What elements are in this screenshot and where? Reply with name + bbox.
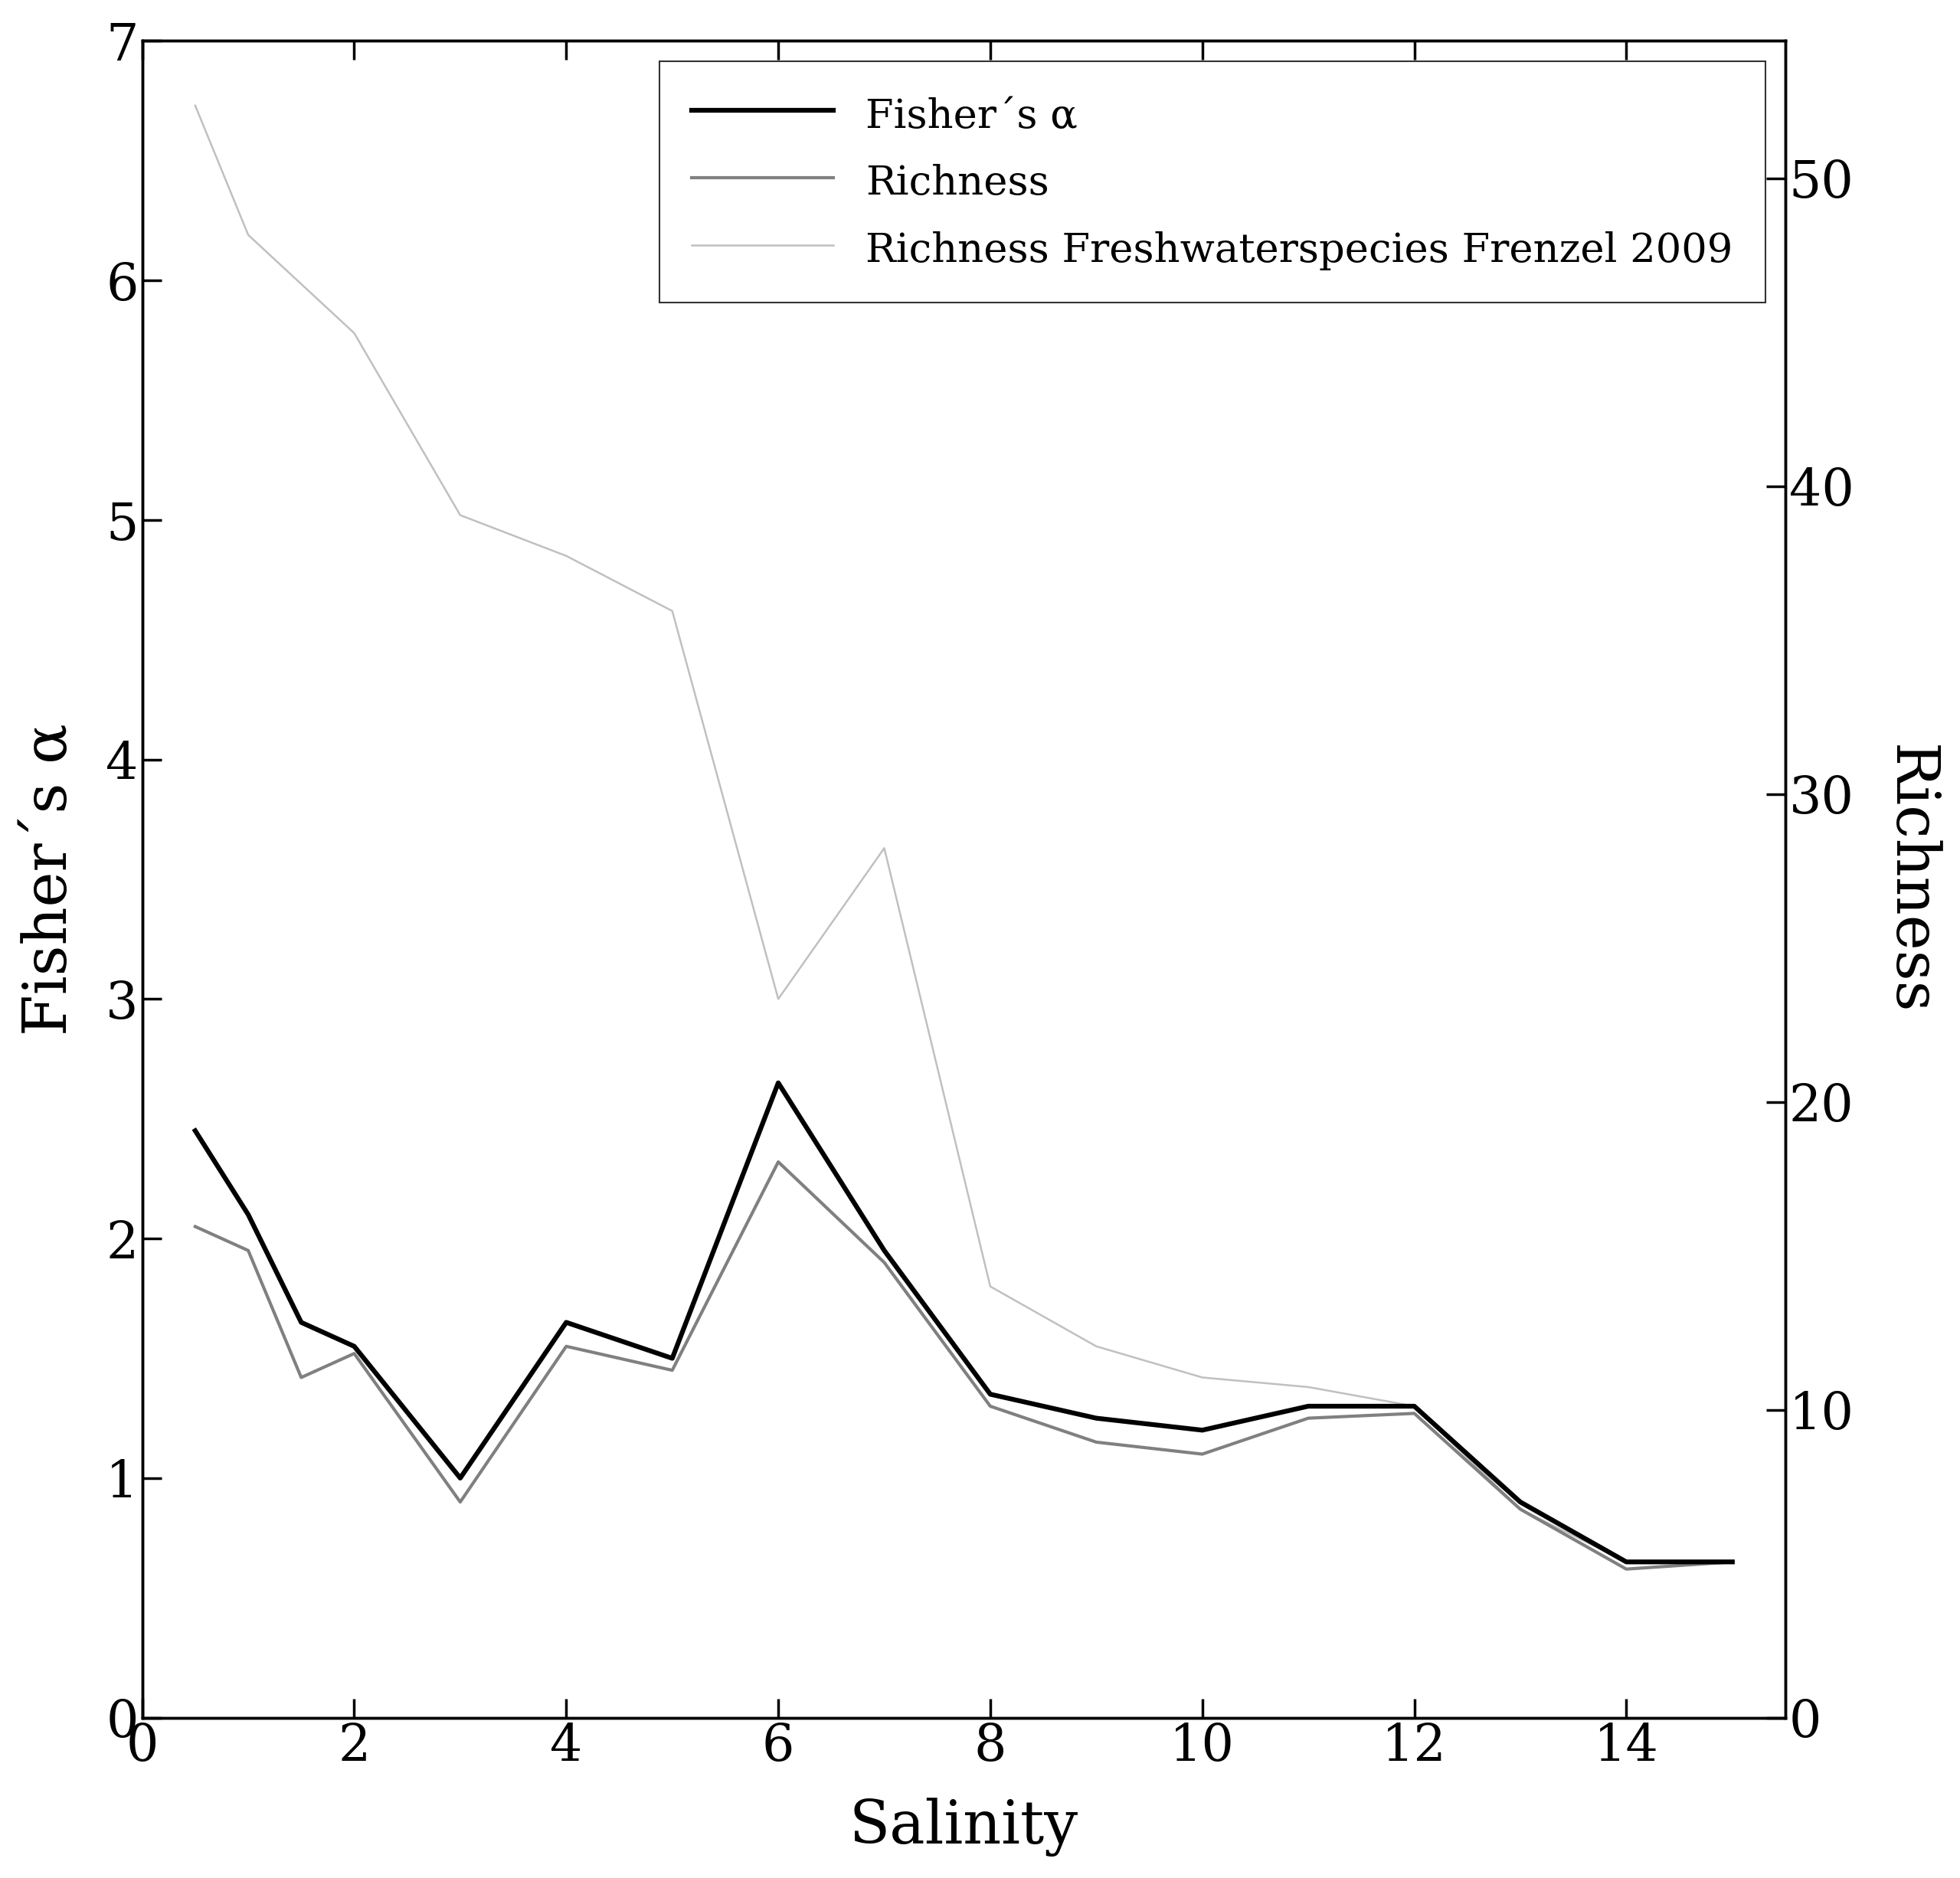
Richness Freshwaterspecies Frenzel 2009 xyxy=(1296,1377,1319,1399)
Richness Freshwaterspecies Frenzel 2009 xyxy=(555,545,578,567)
Line: Richness: Richness xyxy=(196,1162,1733,1570)
Richness Freshwaterspecies Frenzel 2009 xyxy=(449,503,472,526)
Richness Freshwaterspecies Frenzel 2009 xyxy=(766,988,790,1010)
Richness xyxy=(1084,1431,1107,1454)
Richness xyxy=(1721,1551,1744,1574)
Fisher´s α xyxy=(1615,1551,1639,1574)
Richness xyxy=(1190,1442,1213,1465)
Fisher´s α xyxy=(661,1347,684,1369)
Fisher´s α xyxy=(1084,1407,1107,1429)
Richness Freshwaterspecies Frenzel 2009 xyxy=(1190,1365,1213,1388)
Richness Freshwaterspecies Frenzel 2009 xyxy=(1403,1395,1427,1418)
Richness Freshwaterspecies Frenzel 2009 xyxy=(1084,1335,1107,1358)
Line: Fisher´s α: Fisher´s α xyxy=(196,1084,1733,1562)
Fisher´s α xyxy=(184,1119,208,1142)
Richness Freshwaterspecies Frenzel 2009 xyxy=(1509,1499,1533,1521)
Fisher´s α xyxy=(872,1239,896,1262)
Richness xyxy=(1403,1403,1427,1425)
Richness Freshwaterspecies Frenzel 2009 xyxy=(184,94,208,116)
Richness Freshwaterspecies Frenzel 2009 xyxy=(1721,1551,1744,1574)
Fisher´s α xyxy=(766,1072,790,1095)
Richness xyxy=(290,1365,314,1388)
Richness xyxy=(1615,1559,1639,1581)
Fisher´s α xyxy=(555,1311,578,1333)
X-axis label: Salinity: Salinity xyxy=(849,1797,1078,1857)
Richness xyxy=(237,1239,261,1262)
Y-axis label: Richness: Richness xyxy=(1882,744,1938,1014)
Richness xyxy=(449,1491,472,1514)
Fisher´s α xyxy=(978,1382,1002,1405)
Richness xyxy=(978,1395,1002,1418)
Richness Freshwaterspecies Frenzel 2009 xyxy=(661,599,684,622)
Fisher´s α xyxy=(290,1311,314,1333)
Richness Freshwaterspecies Frenzel 2009 xyxy=(1615,1551,1639,1574)
Richness xyxy=(661,1360,684,1382)
Line: Richness Freshwaterspecies Frenzel 2009: Richness Freshwaterspecies Frenzel 2009 xyxy=(196,105,1733,1562)
Richness Freshwaterspecies Frenzel 2009 xyxy=(343,321,367,344)
Fisher´s α xyxy=(449,1467,472,1489)
Richness xyxy=(343,1343,367,1365)
Richness xyxy=(1509,1499,1533,1521)
Richness Freshwaterspecies Frenzel 2009 xyxy=(237,223,261,246)
Fisher´s α xyxy=(1721,1551,1744,1574)
Richness Freshwaterspecies Frenzel 2009 xyxy=(872,838,896,860)
Richness xyxy=(184,1215,208,1238)
Richness Freshwaterspecies Frenzel 2009 xyxy=(978,1275,1002,1298)
Richness xyxy=(555,1335,578,1358)
Fisher´s α xyxy=(237,1204,261,1226)
Fisher´s α xyxy=(1509,1491,1533,1514)
Richness xyxy=(766,1151,790,1174)
Fisher´s α xyxy=(343,1335,367,1358)
Fisher´s α xyxy=(1190,1420,1213,1442)
Y-axis label: Fisher´s α: Fisher´s α xyxy=(22,723,78,1035)
Fisher´s α xyxy=(1296,1395,1319,1418)
Richness xyxy=(872,1251,896,1273)
Legend: Fisher´s α, Richness, Richness Freshwaterspecies Frenzel 2009: Fisher´s α, Richness, Richness Freshwate… xyxy=(659,62,1766,302)
Richness xyxy=(1296,1407,1319,1429)
Fisher´s α xyxy=(1403,1395,1427,1418)
